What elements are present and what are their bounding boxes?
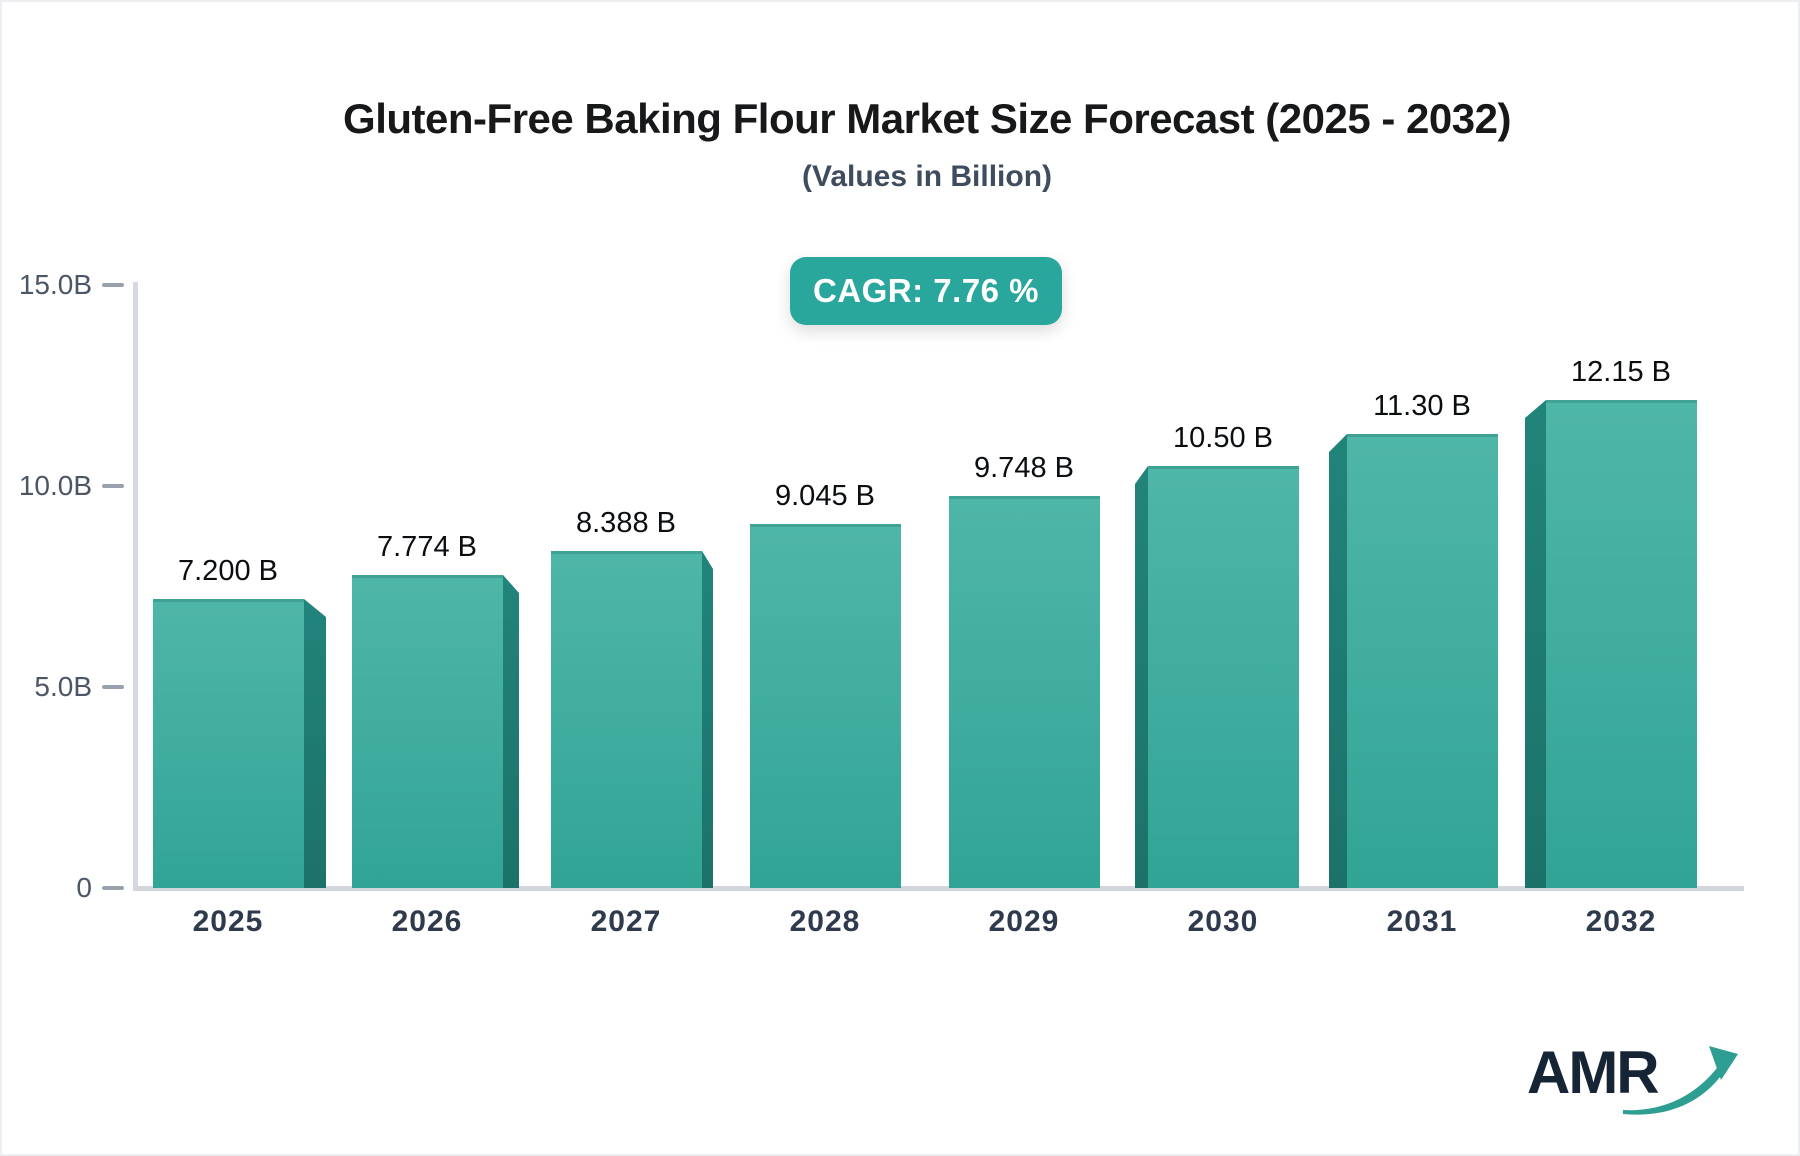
y-axis-line <box>133 282 138 890</box>
bar-value-label-2025: 7.200 B <box>178 555 278 587</box>
amr-logo-text: AMR <box>1527 1039 1660 1106</box>
bar-side-2031 <box>1329 434 1347 888</box>
x-axis-label-2026: 2026 <box>391 905 463 938</box>
bar-value-label-2028: 9.045 B <box>775 480 875 512</box>
cagr-badge: CAGR: 7.76 % <box>790 257 1062 325</box>
chart-subtitle: (Values in Billion) <box>801 160 1053 193</box>
bar-2025 <box>153 599 304 888</box>
bar-value-label-2029: 9.748 B <box>974 452 1074 484</box>
y-tick-label-0: 0 <box>76 872 92 903</box>
y-tick-label-10.0B: 10.0B <box>18 470 92 501</box>
x-axis-label-2027: 2027 <box>590 905 662 938</box>
bar-2032 <box>1546 400 1697 888</box>
bar-2026 <box>352 575 503 888</box>
bar-side-2025 <box>304 599 326 888</box>
bar-side-2030 <box>1135 466 1148 888</box>
x-axis-label-2030: 2030 <box>1187 905 1259 938</box>
x-axis-label-2029: 2029 <box>988 905 1060 938</box>
bar-value-label-2032: 12.15 B <box>1571 356 1671 388</box>
y-tick-dash-0 <box>102 886 124 890</box>
bar-2029 <box>949 496 1100 888</box>
bar-value-label-2027: 8.388 B <box>576 507 676 539</box>
y-tick-dash-5.0B <box>102 685 124 689</box>
bar-side-2027 <box>702 551 713 888</box>
x-axis-label-2028: 2028 <box>789 905 861 938</box>
x-axis-label-2025: 2025 <box>192 905 264 938</box>
amr-logo: AMR <box>1527 1034 1738 1118</box>
bar-2030 <box>1148 466 1299 888</box>
bar-2031 <box>1347 434 1498 888</box>
y-tick-dash-10.0B <box>102 484 124 488</box>
x-axis-line <box>133 886 1744 891</box>
bar-value-label-2031: 11.30 B <box>1373 390 1471 422</box>
trend-up-arrow-icon <box>1623 1046 1738 1115</box>
y-tick-label-15.0B: 15.0B <box>18 269 92 300</box>
bar-side-2032 <box>1525 400 1546 888</box>
bar-2027 <box>551 551 702 888</box>
cagr-badge-label: CAGR: 7.76 % <box>812 272 1040 309</box>
chart-title: Gluten-Free Baking Flour Market Size For… <box>343 95 1511 142</box>
bar-value-label-2030: 10.50 B <box>1173 422 1273 454</box>
x-axis-label-2032: 2032 <box>1585 905 1657 938</box>
x-axis-label-2031: 2031 <box>1386 905 1458 938</box>
y-tick-label-5.0B: 5.0B <box>34 671 92 702</box>
bar-value-label-2026: 7.774 B <box>377 531 477 563</box>
bar-2028 <box>750 524 901 888</box>
bar-side-2026 <box>503 575 519 888</box>
y-tick-dash-15.0B <box>102 283 124 287</box>
